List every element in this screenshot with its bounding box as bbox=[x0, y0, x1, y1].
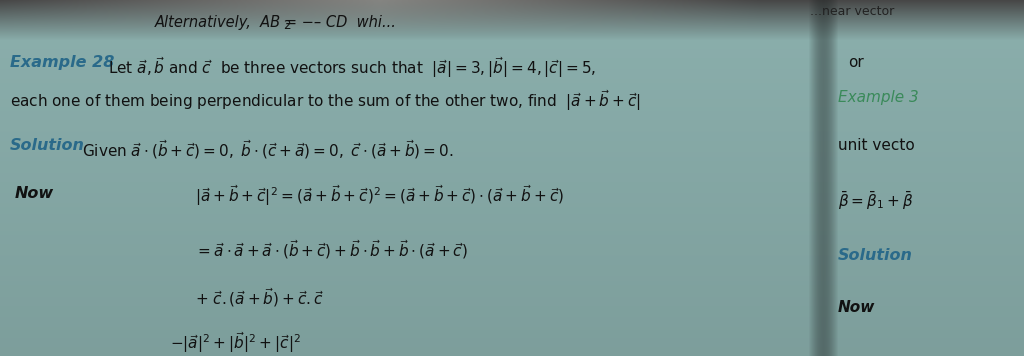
Text: $=\vec{a}\cdot\vec{a}+\vec{a}\cdot(\vec{b}+\vec{c})+\vec{b}\cdot\vec{b}+\vec{b}\: $=\vec{a}\cdot\vec{a}+\vec{a}\cdot(\vec{… bbox=[195, 238, 468, 261]
Text: Example 28: Example 28 bbox=[10, 55, 115, 70]
Text: Example 3: Example 3 bbox=[838, 90, 919, 105]
Text: ...near vector: ...near vector bbox=[810, 5, 894, 18]
Text: Now: Now bbox=[15, 186, 54, 201]
Text: $-|\vec{a}|^2+|\vec{b}|^2+|\vec{c}|^2$: $-|\vec{a}|^2+|\vec{b}|^2+|\vec{c}|^2$ bbox=[170, 330, 301, 355]
Text: each one of them being perpendicular to the sum of the other two, find  $|\vec{a: each one of them being perpendicular to … bbox=[10, 88, 641, 113]
Text: 2: 2 bbox=[283, 19, 291, 32]
Text: $\bar{\beta}=\bar{\beta}_1+\bar{\beta}$: $\bar{\beta}=\bar{\beta}_1+\bar{\beta}$ bbox=[838, 190, 913, 212]
Text: Let $\vec{a},\vec{b}$ and $\vec{c}$  be three vectors such that  $|\vec{a}|=3, |: Let $\vec{a},\vec{b}$ and $\vec{c}$ be t… bbox=[108, 55, 596, 80]
Text: or: or bbox=[848, 55, 864, 70]
Text: $|\vec{a}+\vec{b}+\vec{c}|^2=(\vec{a}+\vec{b}+\vec{c})^2=(\vec{a}+\vec{b}+\vec{c: $|\vec{a}+\vec{b}+\vec{c}|^2=(\vec{a}+\v… bbox=[195, 183, 564, 208]
Text: Now: Now bbox=[838, 300, 876, 315]
Text: unit vecto: unit vecto bbox=[838, 138, 914, 153]
Text: Alternatively,  AB = −– CD  whi...: Alternatively, AB = −– CD whi... bbox=[155, 15, 397, 30]
Text: $+\ \vec{c}.(\vec{a}+\vec{b})+\vec{c}.\vec{c}$: $+\ \vec{c}.(\vec{a}+\vec{b})+\vec{c}.\v… bbox=[195, 286, 325, 309]
Text: Solution: Solution bbox=[838, 248, 912, 263]
Text: Solution: Solution bbox=[10, 138, 85, 153]
Text: Given $\vec{a}\cdot(\vec{b}+\vec{c})=0,\ \vec{b}\cdot(\vec{c}+\vec{a})=0,\ \vec{: Given $\vec{a}\cdot(\vec{b}+\vec{c})=0,\… bbox=[82, 138, 454, 161]
